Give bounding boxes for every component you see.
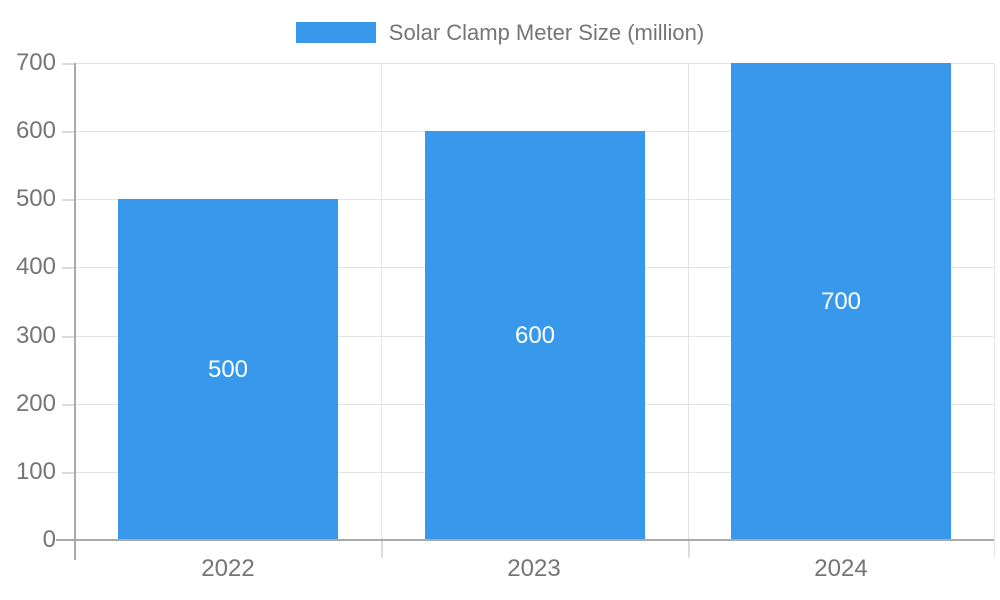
y-tick-label: 600 xyxy=(15,117,56,144)
y-tick-mark xyxy=(62,199,75,201)
y-tick-label: 500 xyxy=(15,185,56,212)
y-tick-mark xyxy=(62,336,75,338)
legend-label: Solar Clamp Meter Size (million) xyxy=(388,19,705,45)
legend[interactable]: Solar Clamp Meter Size (million) xyxy=(0,19,1000,45)
y-gridline xyxy=(75,63,994,64)
x-gridline xyxy=(688,63,689,540)
y-axis-line xyxy=(74,63,76,560)
y-tick-label: 700 xyxy=(15,49,56,76)
bar-2022[interactable] xyxy=(118,199,338,540)
y-tick-label: 0 xyxy=(42,526,56,553)
y-tick-label: 200 xyxy=(15,390,56,417)
bar-value-label: 600 xyxy=(514,322,556,349)
y-tick-mark xyxy=(62,131,75,133)
y-tick-mark xyxy=(62,472,75,474)
bar-value-label: 500 xyxy=(207,356,249,383)
y-tick-mark xyxy=(62,63,75,65)
legend-swatch[interactable] xyxy=(295,22,376,43)
x-gridline xyxy=(381,63,382,540)
y-tick-label: 300 xyxy=(15,322,56,349)
x-tick-label: 2024 xyxy=(814,555,868,582)
y-tick-mark xyxy=(62,404,75,406)
bar-2024[interactable] xyxy=(731,63,951,540)
bar-value-label: 700 xyxy=(820,288,862,315)
plot-right-border xyxy=(994,63,995,558)
x-axis-line xyxy=(56,539,994,541)
y-tick-mark xyxy=(62,267,75,269)
x-tick-label: 2023 xyxy=(507,555,561,582)
bar-2023[interactable] xyxy=(425,131,645,540)
x-tick-mark xyxy=(381,538,383,558)
y-tick-label: 400 xyxy=(15,253,56,280)
x-tick-mark xyxy=(688,538,690,558)
x-tick-label: 2022 xyxy=(201,555,255,582)
y-tick-label: 100 xyxy=(15,458,56,485)
